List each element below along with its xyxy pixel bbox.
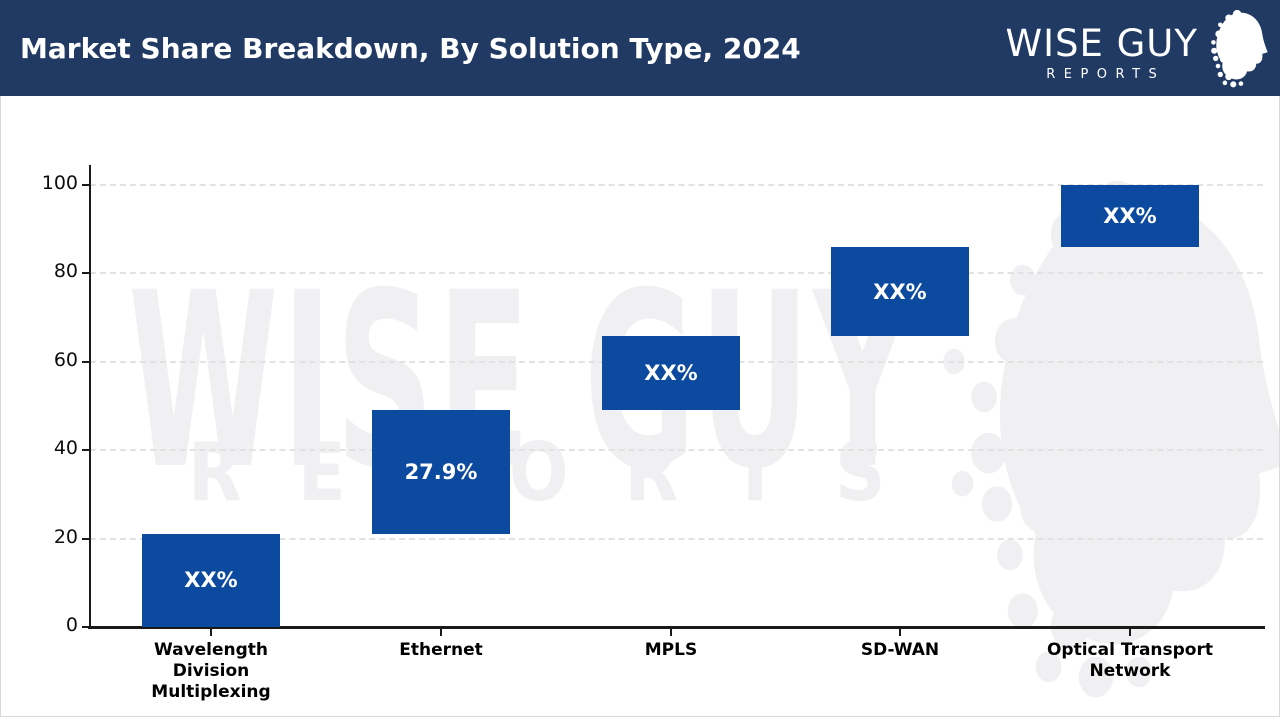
y-axis-tick-60 [82,360,90,363]
bar-value-label-wavelength-division-multiplexing: XX% [184,568,238,593]
header: Market Share Breakdown, By Solution Type… [0,0,1280,96]
y-axis-label-0: 0 [65,614,78,636]
watermark-brand-text: WISE GUY [128,242,916,523]
bar-value-label-mpls: XX% [644,361,698,386]
y-axis-label-60: 60 [53,348,78,371]
y-axis-label-100: 100 [41,172,78,194]
bar-value-label-optical-transport-network: XX% [1103,203,1157,228]
bar-ethernet: 27.9% [372,410,510,534]
x-axis-line [88,626,1265,629]
y-axis-tick-0 [82,626,90,628]
y-axis-label-80: 80 [53,260,78,283]
x-axis-label-sd-wan: SD-WAN [860,640,940,660]
x-axis-label-optical-transport-network: Optical Transport Network [1046,640,1214,681]
y-axis-tick-80 [82,272,90,275]
x-axis-tick-mpls [670,629,672,636]
frame-line-bottom [0,716,1280,717]
brand-tagline: REPORTS [1046,66,1166,82]
x-axis-tick-wavelength-division-multiplexing [210,629,212,636]
bar-optical-transport-network: XX% [1061,185,1199,247]
gridline-80 [90,272,1263,275]
gridline-40 [90,449,1263,452]
bar-value-label-ethernet: 27.9% [404,460,478,485]
brand-logo: WISE GUY REPORTS [1006,8,1270,92]
y-axis-tick-40 [82,449,90,452]
y-axis-tick-20 [82,537,90,540]
x-axis-tick-optical-transport-network [1129,629,1131,636]
x-axis-label-mpls: MPLS [644,640,698,660]
bar-sd-wan: XX% [831,246,969,337]
x-axis-label-ethernet: Ethernet [399,640,483,660]
frame-line-left [0,96,1,717]
brand-logo-text: WISE GUY REPORTS [1006,25,1198,82]
x-axis-tick-sd-wan [899,629,901,636]
watermark-tagline-text: REPORTS [188,425,942,520]
bar-mpls: XX% [602,336,740,411]
gridline-100 [90,184,1263,186]
x-axis-tick-ethernet [440,629,442,636]
x-axis-label-wavelength-division-multiplexing: Wavelength Division Multiplexing [151,640,271,702]
bar-wavelength-division-multiplexing: XX% [142,533,280,627]
wiseguy-head-icon [1211,9,1268,88]
y-axis-label-20: 20 [53,525,78,548]
y-axis-tick-100 [82,184,90,186]
page-title: Market Share Breakdown, By Solution Type… [20,31,801,65]
y-axis-line [89,165,91,627]
gridline-20 [90,537,1263,540]
bar-value-label-sd-wan: XX% [873,279,927,304]
brand-name: WISE GUY [1005,21,1198,65]
y-axis-label-40: 40 [53,437,78,460]
